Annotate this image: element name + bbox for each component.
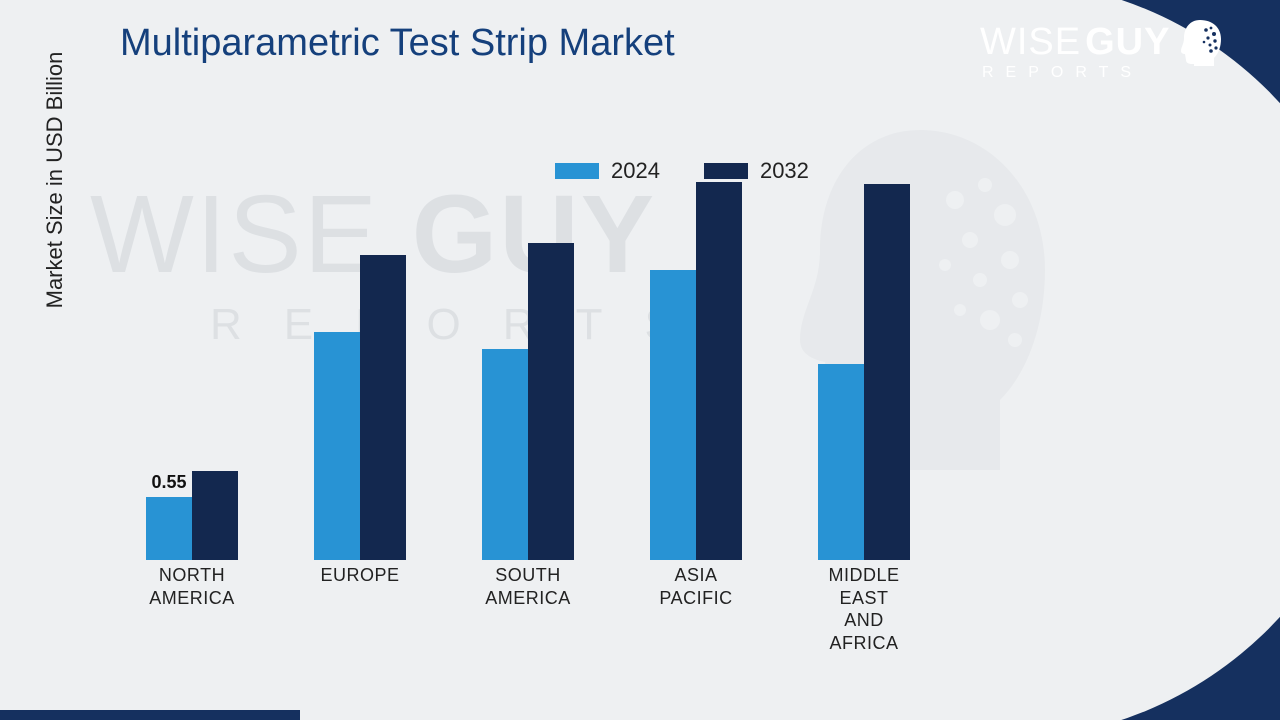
category-group [285,150,435,560]
category-label: ASIAPACIFIC [621,564,771,609]
category-label: EUROPE [285,564,435,587]
chart-title: Multiparametric Test Strip Market [120,22,675,65]
category-group: 0.55 [117,150,267,560]
bottom-accent-bar [0,710,300,720]
logo-reports: REPORTS [982,64,1260,82]
bar-2032 [192,471,238,560]
category-group [789,150,939,560]
category-label: SOUTHAMERICA [453,564,603,609]
category-label: MIDDLEEASTANDAFRICA [789,564,939,654]
logo-head-icon [1176,18,1224,66]
logo-wise: WISE [980,21,1081,64]
bar-chart: Market Size in USD Billion 0.55NORTHAMER… [50,150,970,690]
bar-value-label: 0.55 [144,472,194,493]
category-group [621,150,771,560]
logo-guy: GUY [1085,21,1170,64]
brand-logo: WISE GUY REPORTS [980,18,1260,82]
legend-swatch-2024 [555,163,599,179]
bar-2032 [864,184,910,560]
legend-item-2032: 2032 [704,158,809,184]
bar-2032 [360,255,406,560]
category-group [453,150,603,560]
legend-item-2024: 2024 [555,158,660,184]
bar-2032 [696,182,742,560]
legend-label-2024: 2024 [611,158,660,184]
category-label: NORTHAMERICA [117,564,267,609]
bar-2024 [314,332,360,560]
bar-2032 [528,243,574,560]
legend-label-2032: 2032 [760,158,809,184]
y-axis-label: Market Size in USD Billion [42,0,68,390]
stage: WISE GUY REPORTS WISE GUY REPORTS [0,0,1280,720]
bar-2024 [650,270,696,560]
legend: 2024 2032 [555,158,809,184]
bar-2024 [482,349,528,560]
legend-swatch-2032 [704,163,748,179]
bar-2024 [818,364,864,560]
plot-area: 0.55NORTHAMERICAEUROPESOUTHAMERICAASIAPA… [116,150,956,560]
bar-2024 [146,497,192,560]
